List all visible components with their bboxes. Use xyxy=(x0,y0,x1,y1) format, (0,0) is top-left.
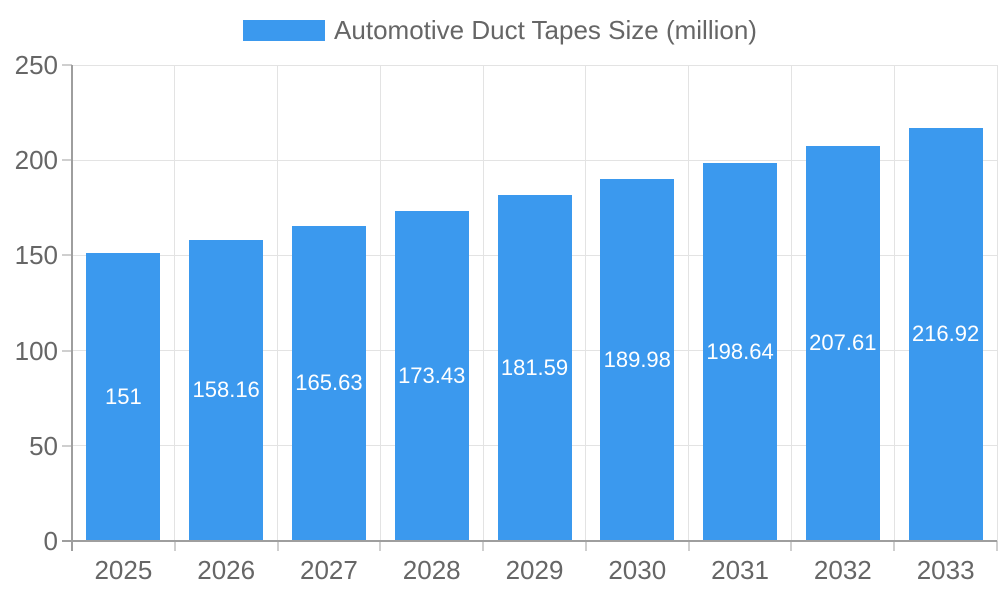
x-axis-label: 2027 xyxy=(300,555,358,585)
y-axis-line xyxy=(71,65,73,551)
bar-2030[interactable]: 189.98 xyxy=(600,179,675,541)
x-axis-label: 2028 xyxy=(402,555,461,585)
bar-value-label: 216.92 xyxy=(911,321,980,347)
bar-2025[interactable]: 151 xyxy=(86,253,161,541)
legend-label: Automotive Duct Tapes Size (million) xyxy=(334,14,757,45)
x-axis-label: 2030 xyxy=(608,555,667,585)
y-axis-label: 200 xyxy=(14,145,58,176)
bar-2031[interactable]: 198.64 xyxy=(703,162,778,541)
x-tick xyxy=(996,541,998,551)
y-axis-label: 0 xyxy=(43,526,58,556)
bar-2033[interactable]: 216.92 xyxy=(908,127,983,541)
bar-value-label: 198.64 xyxy=(706,338,774,364)
x-axis-label: 2031 xyxy=(711,555,769,585)
x-axis-label: 2025 xyxy=(94,555,153,585)
bar-2028[interactable]: 173.43 xyxy=(394,210,469,541)
x-tick xyxy=(276,541,279,551)
x-tick xyxy=(379,541,382,551)
x-tick xyxy=(790,541,793,551)
x-gridline xyxy=(790,65,792,541)
x-axis-label: 2033 xyxy=(916,555,975,585)
x-axis-label: 2026 xyxy=(197,555,256,585)
x-gridline xyxy=(174,65,176,541)
bar-2027[interactable]: 165.63 xyxy=(291,225,366,541)
bar-value-label: 173.43 xyxy=(398,362,466,388)
y-tick xyxy=(62,64,72,66)
x-gridline xyxy=(379,65,381,541)
y-axis-label: 100 xyxy=(14,335,58,366)
y-tick xyxy=(62,444,72,447)
bar-value-label: 158.16 xyxy=(192,377,260,403)
y-axis-label: 150 xyxy=(14,240,58,271)
x-gridline xyxy=(585,65,587,541)
y-gridline xyxy=(72,64,997,66)
x-gridline xyxy=(893,65,895,541)
x-tick xyxy=(584,541,587,551)
y-tick xyxy=(62,349,72,352)
bar-2026[interactable]: 158.16 xyxy=(189,239,264,541)
x-tick xyxy=(893,541,896,551)
x-axis-label: 2029 xyxy=(505,555,564,585)
legend-swatch xyxy=(243,19,326,41)
chart-legend[interactable]: Automotive Duct Tapes Size (million) xyxy=(0,12,1000,48)
bar-value-label: 189.98 xyxy=(603,347,671,373)
x-tick xyxy=(687,541,690,551)
x-axis-label: 2032 xyxy=(813,555,872,585)
x-tick xyxy=(482,541,485,551)
bar-value-label: 181.59 xyxy=(500,355,569,381)
y-axis-label: 50 xyxy=(29,430,58,461)
x-tick xyxy=(173,541,176,551)
y-gridline xyxy=(72,159,997,161)
bar-2032[interactable]: 207.61 xyxy=(805,145,880,541)
bar-value-label: 151 xyxy=(105,384,142,410)
x-gridline xyxy=(996,65,998,541)
x-gridline xyxy=(688,65,690,541)
x-axis-line xyxy=(62,540,997,542)
y-axis-label: 250 xyxy=(14,50,58,80)
x-gridline xyxy=(482,65,484,541)
y-tick xyxy=(62,159,72,162)
bar-2029[interactable]: 181.59 xyxy=(497,195,572,541)
x-gridline xyxy=(277,65,279,541)
bar-value-label: 207.61 xyxy=(809,330,877,356)
y-tick xyxy=(62,254,72,257)
bar-value-label: 165.63 xyxy=(295,370,363,396)
